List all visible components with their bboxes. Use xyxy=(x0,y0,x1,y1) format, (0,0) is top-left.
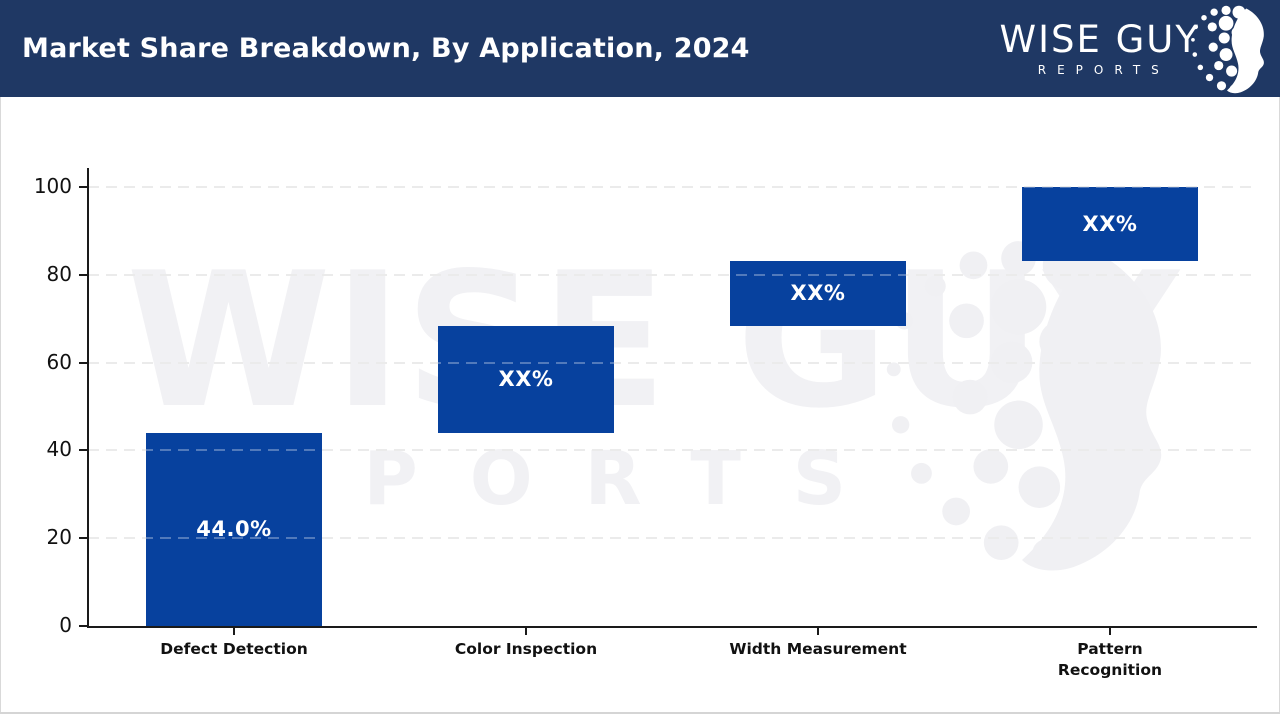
gridline-overlay xyxy=(88,537,1256,540)
gridline xyxy=(88,537,1256,540)
bar-segment: XX% xyxy=(1022,187,1198,261)
y-tick-mark xyxy=(79,537,87,540)
x-tick-mark xyxy=(525,628,527,635)
watermark-head-icon xyxy=(886,241,1162,571)
y-tick-label: 0 xyxy=(59,613,72,637)
bar-segment: 44.0% xyxy=(146,432,322,626)
bar-segment: XX% xyxy=(730,260,906,326)
logo-wordmark: WISE GUY xyxy=(999,17,1200,61)
bar-segment: XX% xyxy=(438,325,614,433)
y-tick-mark xyxy=(79,273,87,276)
x-tick-mark xyxy=(817,628,819,635)
y-axis-line xyxy=(87,168,89,628)
y-tick-label: 100 xyxy=(33,174,72,198)
x-axis-line xyxy=(87,626,1257,628)
category-label: Defect Detection xyxy=(160,640,308,658)
header-bar: Market Share Breakdown, By Application, … xyxy=(0,0,1280,97)
gridline xyxy=(88,273,1256,276)
watermark-wordmark: WISE GUY xyxy=(126,232,1181,449)
wise-guy-logo: WISE GUY REPORTS xyxy=(1000,3,1270,95)
bar-value-label: 44.0% xyxy=(196,517,272,542)
y-tick-mark xyxy=(79,625,87,627)
category-label: Pattern Recognition xyxy=(1057,640,1163,679)
logo-subtitle: REPORTS xyxy=(1037,62,1170,77)
y-tick-label: 40 xyxy=(46,437,72,462)
logo-text: WISE GUY REPORTS xyxy=(1000,21,1200,77)
gridline xyxy=(88,186,1256,188)
gridline xyxy=(88,449,1256,452)
footer-divider-line xyxy=(0,712,1280,714)
gridline-overlay xyxy=(88,273,1256,276)
y-tick-label: 80 xyxy=(46,261,72,286)
y-tick-mark xyxy=(79,449,87,452)
gridline-overlay xyxy=(88,186,1256,188)
page-title: Market Share Breakdown, By Application, … xyxy=(22,33,750,64)
x-tick-mark xyxy=(1109,628,1111,635)
category-label: Color Inspection xyxy=(454,640,598,658)
x-tick-mark xyxy=(233,628,235,635)
gridline-overlay xyxy=(88,361,1256,364)
bar-value-label: XX% xyxy=(1082,211,1138,236)
bar-value-label: XX% xyxy=(498,367,554,392)
y-tick-label: 20 xyxy=(46,525,72,550)
y-tick-label: 60 xyxy=(46,349,72,374)
bar-value-label: XX% xyxy=(790,281,846,306)
y-tick-mark xyxy=(79,361,87,364)
category-label: Width Measurement xyxy=(729,640,907,658)
y-tick-mark xyxy=(79,186,87,188)
gridline-overlay xyxy=(88,449,1256,452)
content-border-left xyxy=(0,97,1,714)
gridline xyxy=(88,361,1256,364)
logo-head-icon xyxy=(1191,5,1264,93)
